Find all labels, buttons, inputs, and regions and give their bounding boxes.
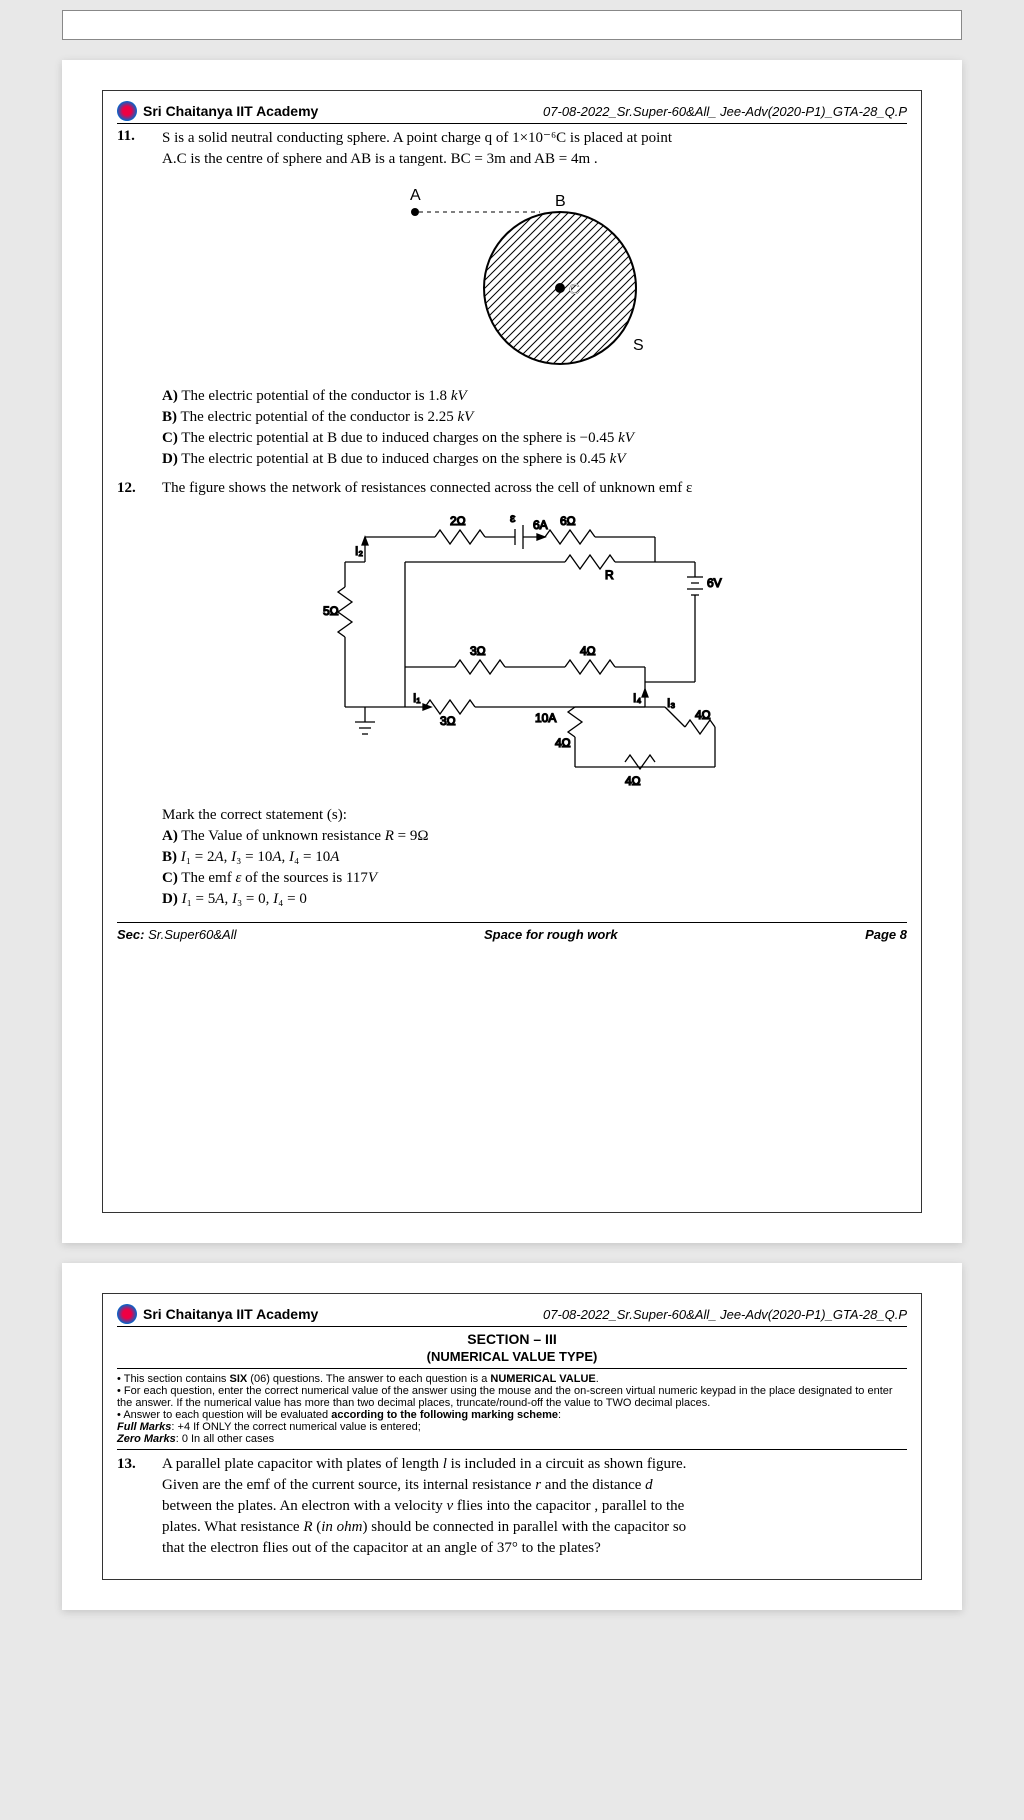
page2-header: Sri Chaitanya IIT Academy 07-08-2022_Sr.…: [117, 1304, 907, 1327]
doc-code: 07-08-2022_Sr.Super-60&All_ Jee-Adv(2020…: [543, 104, 907, 119]
q12-opt-b: B) I₁ = 2A, I₃ = 10A, I₄ = 10A: [162, 849, 907, 866]
label-2ohm: 2Ω: [450, 514, 466, 528]
zero-marks: Zero Marks: 0 In all other cases: [117, 1433, 907, 1445]
q13-line3: between the plates. An electron with a v…: [162, 1498, 907, 1515]
question-11: 11. S is a solid neutral conducting sphe…: [117, 128, 907, 472]
page-footer: Sec: Sec: Sr.Super60&AllSr.Super60&All S…: [117, 922, 907, 942]
q13-line5: that the electron flies out of the capac…: [162, 1540, 907, 1557]
q11-text-2: A.C is the centre of sphere and AB is a …: [162, 151, 907, 168]
academy-logo-icon: [117, 101, 137, 121]
doc-code-2: 07-08-2022_Sr.Super-60&All_ Jee-Adv(2020…: [543, 1307, 907, 1322]
q13-number: 13.: [117, 1456, 162, 1561]
instr-1: This section contains SIX (06) questions…: [124, 1373, 599, 1385]
label-4ohm-top: 4Ω: [580, 644, 596, 658]
question-12: 12. The figure shows the network of resi…: [117, 480, 907, 912]
section-3-instructions: • This section contains SIX (06) questio…: [117, 1368, 907, 1450]
label-I2: I₂: [355, 544, 363, 558]
q11-figure: A B C S: [162, 178, 907, 378]
q11-opt-b: B) The electric potential of the conduct…: [162, 409, 907, 426]
q12-opt-d: D) I₁ = 5A, I₃ = 0, I₄ = 0: [162, 891, 907, 908]
label-6V: 6V: [707, 576, 722, 590]
label-3ohm-bot: 3Ω: [440, 714, 456, 728]
label-10A: 10A: [535, 711, 556, 725]
label-I1: I₁: [413, 691, 420, 705]
page-2-content: Sri Chaitanya IIT Academy 07-08-2022_Sr.…: [102, 1293, 922, 1580]
label-B: B: [555, 193, 566, 210]
q11-opt-a: A) A) The electric potential of the cond…: [162, 388, 907, 405]
q12-mark: Mark the correct statement (s):: [162, 807, 907, 824]
academy-name: Sri Chaitanya IIT Academy: [143, 103, 318, 119]
footer-rough: Space for rough work: [484, 927, 618, 942]
q12-opt-a: A) The Value of unknown resistance R = 9…: [162, 828, 907, 845]
label-C: C: [569, 281, 580, 298]
q11-text-1: S is a solid neutral conducting sphere. …: [162, 128, 907, 147]
academy-logo-icon-2: [117, 1304, 137, 1324]
full-marks: Full Marks: +4 If ONLY the correct numer…: [117, 1421, 907, 1433]
rough-work-space: [117, 942, 907, 1202]
q12-figure: 2Ω ε 6A 6Ω: [162, 507, 907, 797]
label-4ohm-bl: 4Ω: [555, 736, 571, 750]
page-header: Sri Chaitanya IIT Academy 07-08-2022_Sr.…: [117, 101, 907, 124]
instr-2: For each question, enter the correct num…: [117, 1385, 893, 1409]
label-6ohm: 6Ω: [560, 514, 576, 528]
label-4ohm-bb: 4Ω: [625, 774, 641, 788]
academy-name-2: Sri Chaitanya IIT Academy: [143, 1306, 318, 1322]
label-5ohm: 5Ω: [323, 604, 339, 618]
label-I4: I₄: [633, 691, 641, 705]
instr-3: Answer to each question will be evaluate…: [123, 1409, 561, 1421]
footer-sec: Sec: Sec: Sr.Super60&AllSr.Super60&All: [117, 927, 237, 942]
label-A: A: [410, 187, 421, 204]
top-empty-box: [62, 10, 962, 40]
q13-line2: Given are the emf of the current source,…: [162, 1477, 907, 1494]
q11-opt-c: C) The electric potential at B due to in…: [162, 430, 907, 447]
label-I3: I₃: [667, 696, 675, 710]
q12-text: The figure shows the network of resistan…: [162, 480, 907, 497]
q12-opt-c: C) The emf ε of the sources is 117V: [162, 870, 907, 887]
q12-number: 12.: [117, 480, 162, 912]
q11-opt-d: D) The electric potential at B due to in…: [162, 451, 907, 468]
label-R: R: [605, 568, 614, 582]
footer-page: Page 8: [865, 927, 907, 942]
q13-line1: A parallel plate capacitor with plates o…: [162, 1456, 907, 1473]
label-eps: ε: [510, 511, 516, 525]
page-1: Sri Chaitanya IIT Academy 07-08-2022_Sr.…: [62, 60, 962, 1243]
question-13: 13. A parallel plate capacitor with plat…: [117, 1456, 907, 1561]
label-6A: 6A: [533, 518, 548, 532]
q11-number: 11.: [117, 128, 162, 472]
page-1-content: Sri Chaitanya IIT Academy 07-08-2022_Sr.…: [102, 90, 922, 1213]
label-S: S: [633, 337, 644, 354]
section-3-title: SECTION – III: [117, 1331, 907, 1347]
q13-line4: plates. What resistance R (in ohm) shoul…: [162, 1519, 907, 1536]
label-4ohm-br: 4Ω: [695, 708, 711, 722]
page-2: Sri Chaitanya IIT Academy 07-08-2022_Sr.…: [62, 1263, 962, 1610]
section-3-subtitle: (NUMERICAL VALUE TYPE): [117, 1349, 907, 1364]
label-3ohm-top: 3Ω: [470, 644, 486, 658]
